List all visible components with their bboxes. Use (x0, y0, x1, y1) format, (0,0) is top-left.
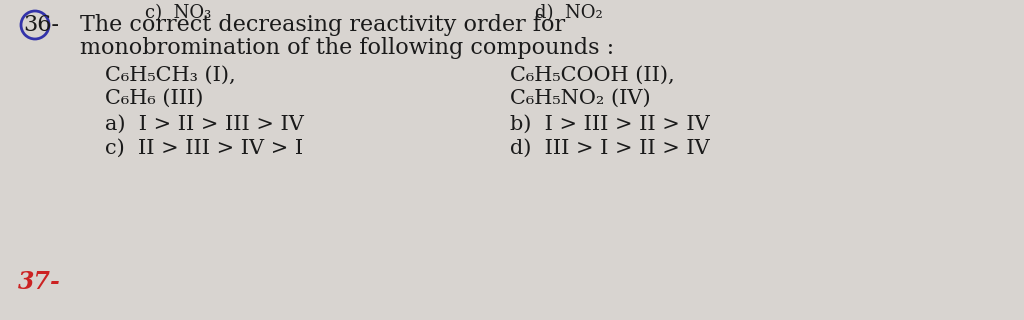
Text: 36-: 36- (23, 14, 59, 36)
Text: C₆H₅NO₂ (IV): C₆H₅NO₂ (IV) (510, 89, 650, 108)
Text: c)  NO₃: c) NO₃ (145, 4, 211, 22)
Text: d)  NO₂: d) NO₂ (535, 4, 603, 22)
Text: 37-: 37- (18, 270, 60, 294)
Text: a)  I > II > III > IV: a) I > II > III > IV (105, 115, 304, 133)
Text: C₆H₅CH₃ (I),: C₆H₅CH₃ (I), (105, 66, 236, 84)
Text: d)  III > I > II > IV: d) III > I > II > IV (510, 139, 710, 157)
Text: b)  I > III > II > IV: b) I > III > II > IV (510, 115, 710, 133)
Text: C₆H₅COOH (II),: C₆H₅COOH (II), (510, 66, 675, 84)
Text: C₆H₆ (III): C₆H₆ (III) (105, 89, 204, 108)
Text: The correct decreasing reactivity order for: The correct decreasing reactivity order … (80, 14, 565, 36)
Text: monobromination of the following compounds :: monobromination of the following compoun… (80, 37, 614, 59)
Text: c)  II > III > IV > I: c) II > III > IV > I (105, 139, 303, 157)
